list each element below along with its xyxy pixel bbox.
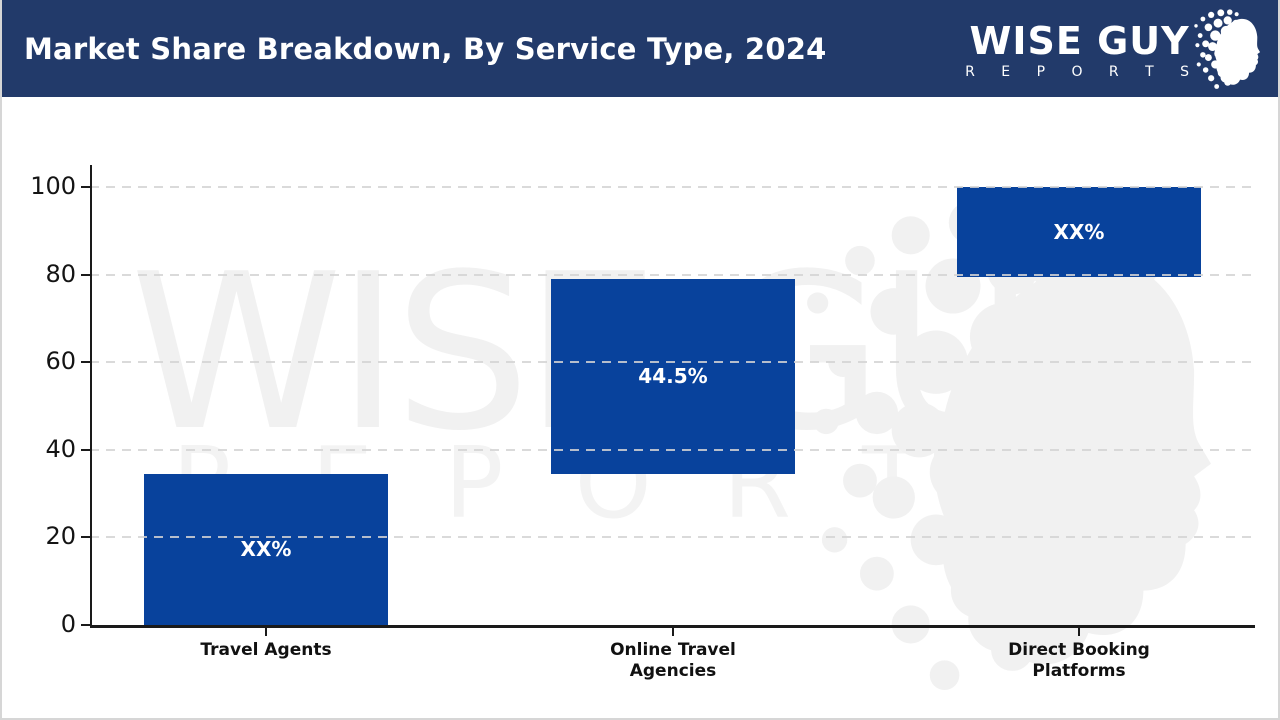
x-axis-line	[90, 625, 1255, 628]
gridline	[90, 361, 1255, 364]
y-axis-tick	[81, 186, 90, 188]
logo-text: WISE GUY R E P O R T S	[959, 22, 1200, 79]
y-axis-line	[90, 165, 92, 628]
y-axis-tick-label: 20	[45, 522, 76, 551]
bar-value-label: XX%	[240, 537, 292, 562]
gridline	[90, 186, 1255, 188]
x-axis-tick	[265, 628, 267, 636]
bar-value-label: XX%	[1053, 219, 1105, 244]
wiseguy-face-icon	[1194, 9, 1261, 89]
y-axis-tick	[81, 448, 90, 451]
bar-segment: XX%	[144, 473, 388, 625]
header-bar: Market Share Breakdown, By Service Type,…	[2, 0, 1278, 97]
gridline	[90, 536, 1255, 539]
x-axis-tick	[672, 628, 674, 636]
y-axis-tick-label: 0	[60, 610, 76, 638]
logo-subtitle: R E P O R T S	[965, 63, 1200, 80]
wise-guy-reports-logo: WISE GUY R E P O R T S	[959, 8, 1264, 92]
y-axis-tick-label: 40	[45, 434, 76, 463]
chart-title: Market Share Breakdown, By Service Type,…	[24, 31, 827, 66]
y-axis-tick	[81, 361, 90, 364]
gridline	[90, 448, 1255, 451]
x-axis-tick	[1078, 628, 1080, 636]
bar-segment: XX%	[957, 187, 1201, 277]
chart-area: WISE GUY R E P O R T S 020406080100XX%Tr…	[2, 97, 1278, 718]
logo-name: WISE GUY	[969, 18, 1190, 63]
plot-area: 0 20 40 60 80 100 XX% Travel Agents 44.5% Online …	[2, 97, 1278, 718]
y-axis-tick	[81, 273, 90, 276]
y-axis-tick-label: 60	[45, 347, 76, 376]
x-axis-category-label: Travel Agents	[200, 640, 332, 660]
y-axis-tick	[81, 624, 90, 626]
x-axis-category-label: Direct Booking Platforms	[1008, 640, 1150, 681]
x-axis-category-label: Online Travel Agencies	[610, 640, 736, 681]
y-axis-tick-label: 100	[30, 172, 76, 200]
bar-segment: 44.5%	[551, 278, 795, 474]
bar-value-label: 44.5%	[638, 364, 708, 389]
y-axis-tick	[81, 536, 90, 539]
y-axis-tick-label: 80	[45, 259, 76, 288]
gridline	[90, 273, 1255, 276]
